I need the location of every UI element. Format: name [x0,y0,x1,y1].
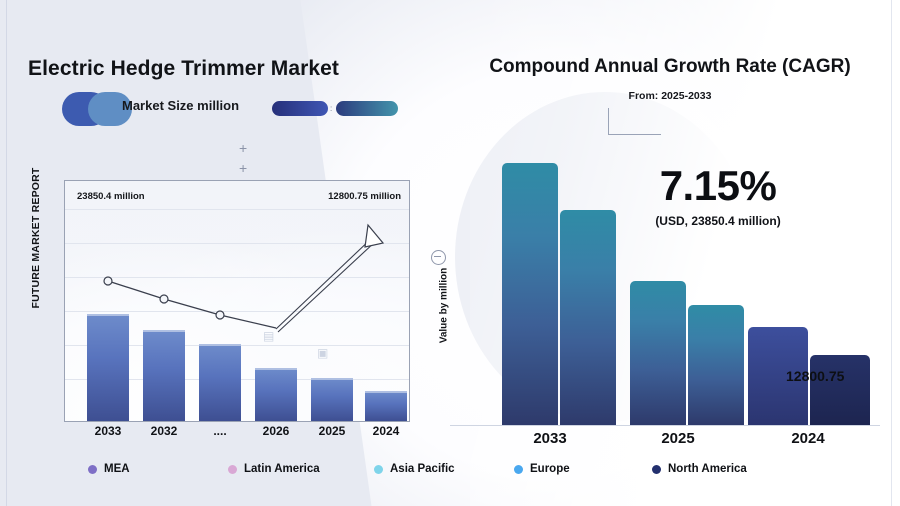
line-marker [215,310,225,320]
y-axis-title: FUTURE MARKET REPORT [30,167,42,309]
bar [630,281,686,425]
bar [560,210,616,425]
trend-line-overlay [103,223,385,333]
legend-swatch [88,464,97,474]
chart-icon: ▣ [317,346,329,360]
right-border-line [891,0,892,506]
bar [255,368,297,421]
growth-arrow-icon [275,223,385,333]
bar [688,305,744,425]
trend-line [107,280,277,329]
legend-swatch [374,464,383,474]
legend-label: Asia Pacific [390,463,455,475]
left-border-line [6,0,7,506]
legend-item-mea: MEA [88,463,130,475]
x-tick-label: .... [213,424,227,438]
gridline [65,243,409,244]
legend-swatch [652,464,661,474]
cagr-title: Compound Annual Growth Rate (CAGR) [489,56,851,77]
chart-baseline [450,425,880,426]
legend-label: Latin America [244,463,320,475]
logo-pill-light [88,92,132,126]
x-tick-label: 2024 [372,424,400,438]
legend-label: North America [668,463,747,475]
cagr-chart [460,130,880,425]
market-size-logo-icon [62,92,132,126]
bar [143,330,185,421]
left-panel: Electric Hedge Trimmer Market Market Siz… [28,57,450,444]
right-panel: Compound Annual Growth Rate (CAGR) From:… [440,0,900,506]
bar [311,378,353,421]
x-tick-label: 2025 [661,430,695,447]
cagr-value: 7.15% [659,162,777,209]
page-title: Electric Hedge Trimmer Market [28,57,340,80]
cagr-usd-value: (USD, 23850.4 million) [655,214,781,228]
bar [748,327,808,425]
start-value-annotation: 23850.4 million [77,191,145,202]
legend-label: MEA [104,463,130,475]
x-tick-label: 2024 [791,430,825,447]
legend-swatch [514,464,523,474]
market-size-legend-label: Market Size million [122,98,240,113]
mini-legend-pills: : [272,101,402,117]
cagr-subtitle: From: 2025-2033 [628,90,712,102]
bar [502,163,558,425]
x-tick-label: 2033 [94,424,122,438]
x-axis-labels: 2033 2032 .... 2026 2025 2024 [64,424,408,444]
bar [365,391,407,421]
x-tick-label: 2026 [262,424,290,438]
bracket-decoration [608,108,661,135]
line-marker [103,276,113,286]
end-value-annotation: 12800.75 million [328,191,401,202]
bar [87,314,129,421]
legend-label: Europe [530,463,570,475]
gridline [65,209,409,210]
bar-value-label: 12800.75 [786,368,845,384]
gridline [65,277,409,278]
mini-pill-two [336,101,398,116]
line-marker [159,294,169,304]
plus-icon: + [239,140,248,156]
legend-item-asia-pacific: Asia Pacific [374,463,455,475]
plus-icon: + [239,160,248,176]
market-size-chart: 23850.4 million 12800.75 million ▤ ▣ [64,180,410,422]
bar [810,355,870,425]
cagr-x-axis-labels: 2033 2025 2024 [460,430,880,454]
region-legend: MEA Latin America Asia Pacific Europe No… [0,463,830,487]
legend-item-latin-america: Latin America [228,463,320,475]
bar [199,344,241,421]
legend-swatch [228,464,237,474]
mini-pill-separator: : [330,104,333,113]
minus-circle-icon [431,250,446,265]
gridline [65,311,409,312]
document-icon: ▤ [263,329,275,343]
legend-item-north-america: North America [652,463,747,475]
mini-pill-one [272,101,328,116]
x-tick-label: 2025 [318,424,346,438]
x-tick-label: 2033 [533,430,567,447]
legend-item-europe: Europe [514,463,570,475]
x-tick-label: 2032 [150,424,178,438]
